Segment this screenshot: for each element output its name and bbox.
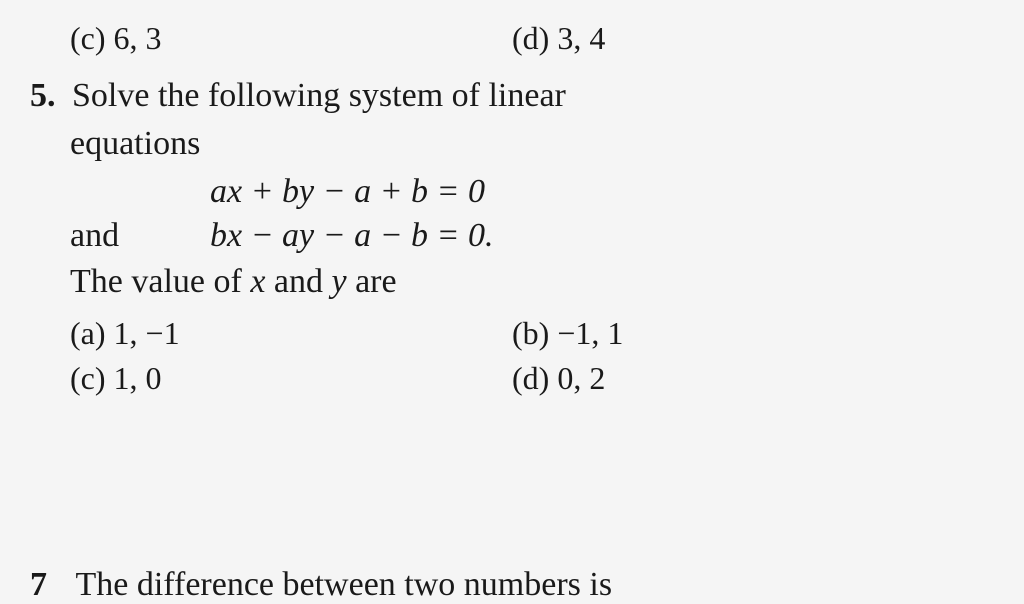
answer-c-label: (c)	[70, 360, 106, 396]
value-prefix: The value of	[70, 263, 250, 300]
answer-b-value: −1, 1	[557, 315, 623, 351]
value-y: y	[332, 263, 347, 300]
answer-b-label: (b)	[512, 315, 549, 351]
answer-c-value: 1, 0	[114, 360, 162, 396]
question-text-line2: equations	[30, 125, 994, 163]
value-suffix: are	[347, 263, 397, 300]
equation-block: ax + by − a + b = 0	[30, 173, 994, 211]
cutoff-prefix: 7	[30, 566, 47, 603]
question-text-line1: Solve the following system of linear	[72, 77, 566, 114]
prev-option-d: (d) 3, 4	[512, 20, 994, 57]
answer-option-b: (b) −1, 1	[512, 315, 994, 352]
value-line: The value of x and y are	[30, 263, 994, 301]
cutoff-content: The difference between two numbers is	[56, 566, 613, 603]
cutoff-text: 7 The difference between two numbers is	[30, 566, 612, 604]
answer-option-a: (a) 1, −1	[30, 315, 512, 352]
answer-a-value: 1, −1	[114, 315, 180, 351]
equation-2: bx − ay − a − b = 0.	[210, 217, 493, 255]
prev-option-c-label: (c)	[70, 20, 106, 56]
value-mid: and	[265, 263, 331, 300]
prev-question-options-row: (c) 6, 3 (d) 3, 4	[30, 20, 994, 57]
answer-d-value: 0, 2	[557, 360, 605, 396]
answer-option-c: (c) 1, 0	[30, 360, 512, 397]
value-x: x	[250, 263, 265, 300]
prev-option-c: (c) 6, 3	[30, 20, 512, 57]
answer-options-grid: (a) 1, −1 (b) −1, 1 (c) 1, 0 (d) 0, 2	[30, 315, 994, 397]
prev-option-d-value: 3, 4	[557, 20, 605, 56]
question-block: 5. Solve the following system of linear	[30, 77, 994, 115]
equation-row-2: and bx − ay − a − b = 0.	[30, 217, 994, 255]
equation-1: ax + by − a + b = 0	[210, 173, 994, 211]
prev-option-c-value: 6, 3	[114, 20, 162, 56]
answer-row-1: (a) 1, −1 (b) −1, 1	[30, 315, 994, 352]
question-number: 5.	[30, 77, 68, 115]
answer-a-label: (a)	[70, 315, 106, 351]
prev-option-d-label: (d)	[512, 20, 549, 56]
answer-option-d: (d) 0, 2	[512, 360, 994, 397]
answer-row-2: (c) 1, 0 (d) 0, 2	[30, 360, 994, 397]
and-label: and	[70, 217, 210, 255]
answer-d-label: (d)	[512, 360, 549, 396]
